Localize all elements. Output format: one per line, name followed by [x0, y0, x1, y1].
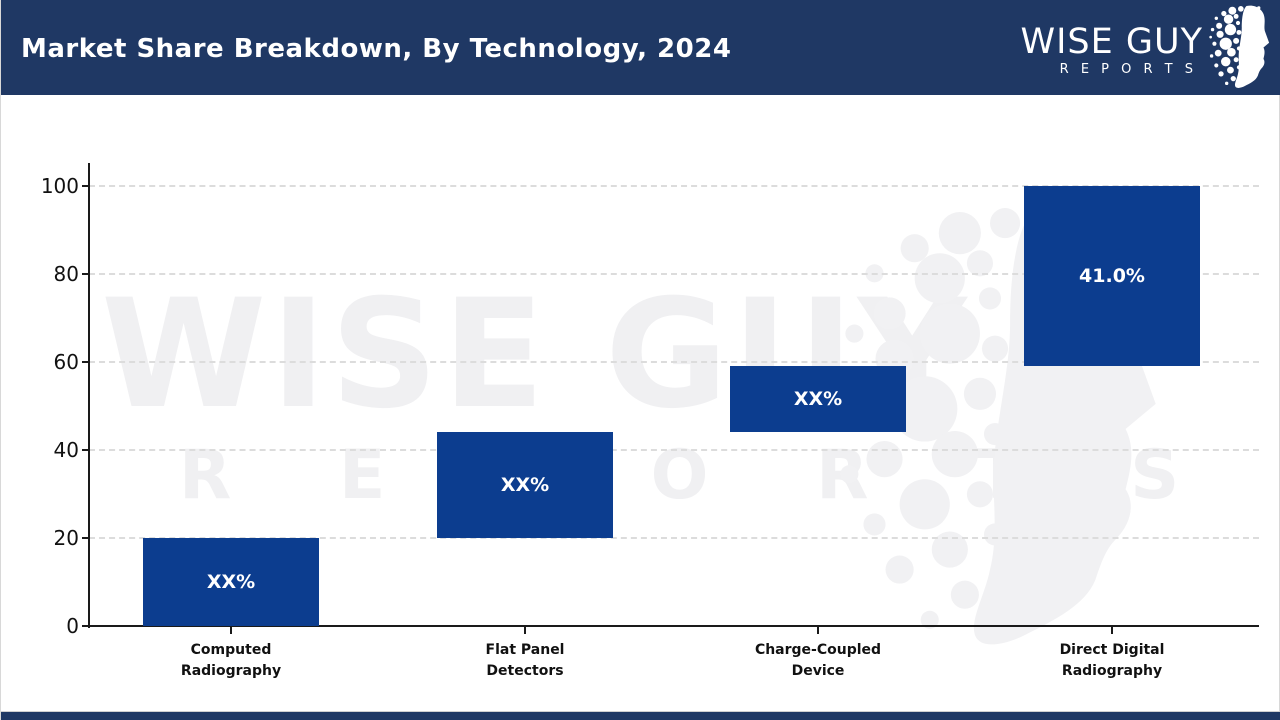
y-tick-mark: [82, 361, 89, 363]
logo-wordmark: WISE GUY: [1020, 22, 1203, 62]
header-band: Market Share Breakdown, By Technology, 2…: [1, 0, 1280, 95]
y-tick-label: 20: [53, 526, 79, 550]
x-tick-mark: [1111, 626, 1113, 634]
x-tick-mark: [524, 626, 526, 634]
bar-value-label: XX%: [206, 571, 256, 593]
y-tick-mark: [82, 537, 89, 539]
y-tick-label: 0: [66, 614, 79, 638]
x-category-label: Direct Digital Radiography: [1059, 642, 1165, 679]
chart-title: Market Share Breakdown, By Technology, 2…: [21, 34, 732, 64]
bar-value-label: XX%: [500, 474, 550, 497]
x-category-label: Computed Radiography: [180, 642, 282, 679]
gridline-y40: [89, 449, 1259, 451]
bar-value-label: 41.0%: [1079, 265, 1145, 288]
gridline-y60: [89, 361, 1259, 363]
gridline-y80: [89, 273, 1259, 275]
y-axis-line: [88, 163, 90, 628]
x-tick-mark: [230, 626, 232, 634]
x-tick-mark: [817, 626, 819, 634]
gridline-y20: [89, 537, 1259, 539]
bottom-hairline: [1, 711, 1280, 712]
x-category-label: Flat Panel Detectors: [485, 642, 565, 679]
footer-band: [1, 712, 1280, 720]
y-tick-label: 100: [40, 174, 79, 198]
logo-reports-text: R E P O R T S: [1059, 62, 1197, 77]
y-tick-label: 40: [53, 438, 79, 462]
gridline-y100: [89, 185, 1259, 187]
bar-segment: [437, 432, 613, 538]
y-tick-mark: [82, 449, 89, 451]
bar-value-label: XX%: [793, 388, 843, 411]
bar-segment: [143, 538, 319, 626]
wise-guy-reports-logo: WISE GUY R E P O R T S: [1013, 0, 1273, 95]
x-category-label: Charge-Coupled Device: [754, 642, 882, 679]
y-tick-label: 60: [53, 350, 79, 374]
y-tick-mark: [82, 185, 89, 187]
x-axis-line: [82, 625, 1259, 627]
y-tick-mark: [82, 273, 89, 275]
y-tick-label: 80: [53, 262, 79, 286]
